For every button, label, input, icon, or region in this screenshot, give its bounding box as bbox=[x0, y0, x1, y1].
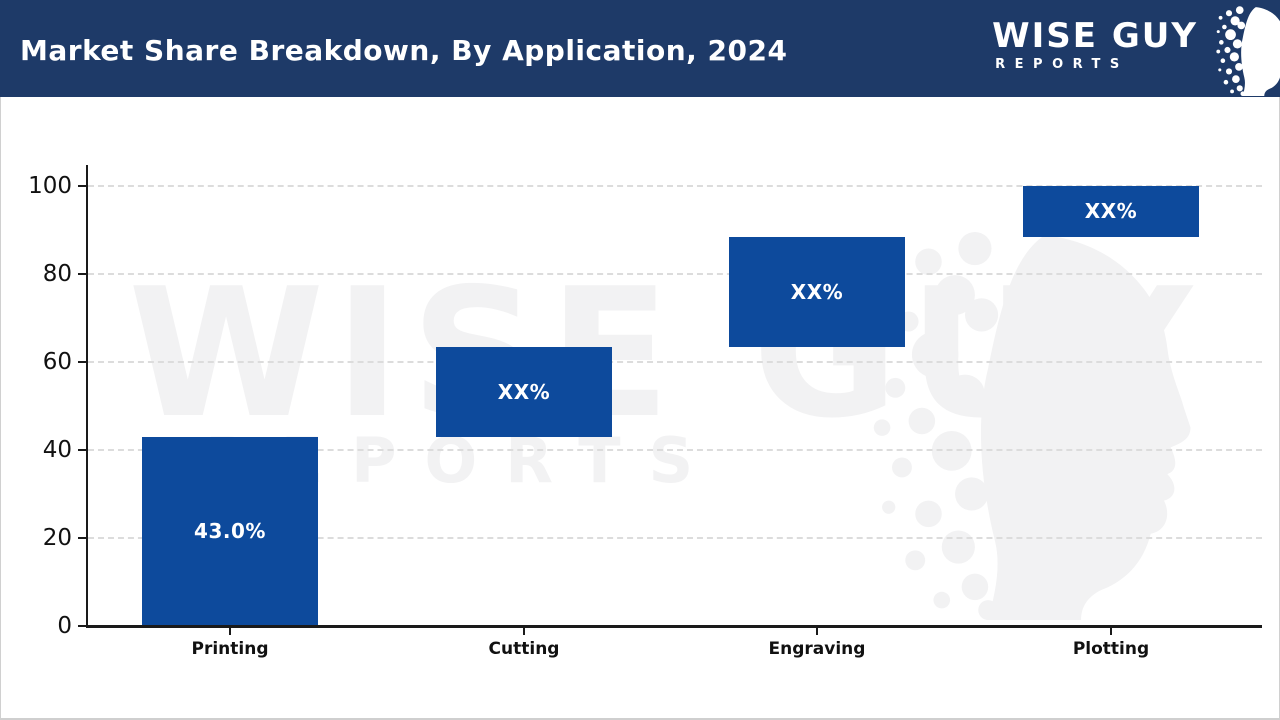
x-tick-engraving bbox=[816, 627, 818, 635]
x-axis-label-engraving: Engraving bbox=[768, 639, 866, 659]
y-tick-label-80: 80 bbox=[42, 261, 72, 287]
y-tick-0 bbox=[78, 625, 86, 627]
gridline-60 bbox=[88, 361, 1262, 363]
y-tick-80 bbox=[78, 273, 86, 275]
y-tick-label-20: 20 bbox=[42, 525, 72, 551]
x-tick-plotting bbox=[1110, 627, 1112, 635]
bar-value-label: XX% bbox=[790, 279, 844, 304]
x-axis-label-plotting: Plotting bbox=[1072, 639, 1150, 659]
gridline-20 bbox=[88, 537, 1262, 539]
bar-value-label: XX% bbox=[1084, 199, 1138, 224]
bar-engraving: XX% bbox=[729, 236, 905, 347]
gridline-80 bbox=[88, 273, 1262, 275]
y-tick-label-0: 0 bbox=[57, 613, 72, 639]
bar-value-label: 43.0% bbox=[194, 519, 266, 544]
header-bar: Market Share Breakdown, By Application, … bbox=[0, 0, 1280, 97]
chart-title: Market Share Breakdown, By Application, … bbox=[20, 34, 788, 67]
x-tick-cutting bbox=[523, 627, 525, 635]
gridline-100 bbox=[88, 185, 1262, 187]
x-axis-label-printing: Printing bbox=[191, 639, 269, 659]
bar-cutting: XX% bbox=[436, 346, 612, 437]
y-tick-label-40: 40 bbox=[42, 437, 72, 463]
x-axis-label-cutting: Cutting bbox=[488, 639, 560, 659]
logo-subtitle: REPORTS bbox=[995, 57, 1129, 72]
y-tick-60 bbox=[78, 361, 86, 363]
y-tick-100 bbox=[78, 185, 86, 187]
bar-value-label: XX% bbox=[497, 379, 551, 404]
wise-guy-reports-logo: WISE GUY REPORTS bbox=[992, 0, 1280, 97]
x-tick-printing bbox=[229, 627, 231, 635]
bar-plotting: XX% bbox=[1023, 186, 1199, 237]
y-axis-line bbox=[86, 165, 88, 628]
y-tick-20 bbox=[78, 537, 86, 539]
y-tick-label-60: 60 bbox=[42, 349, 72, 375]
logo-wordmark: WISE GUY bbox=[992, 16, 1198, 56]
y-tick-label-100: 100 bbox=[28, 173, 72, 199]
bar-printing: 43.0% bbox=[142, 436, 318, 626]
logo-text: WISE GUY REPORTS bbox=[992, 18, 1198, 73]
y-tick-40 bbox=[78, 449, 86, 451]
gridline-40 bbox=[88, 449, 1262, 451]
x-axis-line bbox=[86, 625, 1262, 628]
logo-dotted-head-profile-icon bbox=[1216, 6, 1280, 96]
